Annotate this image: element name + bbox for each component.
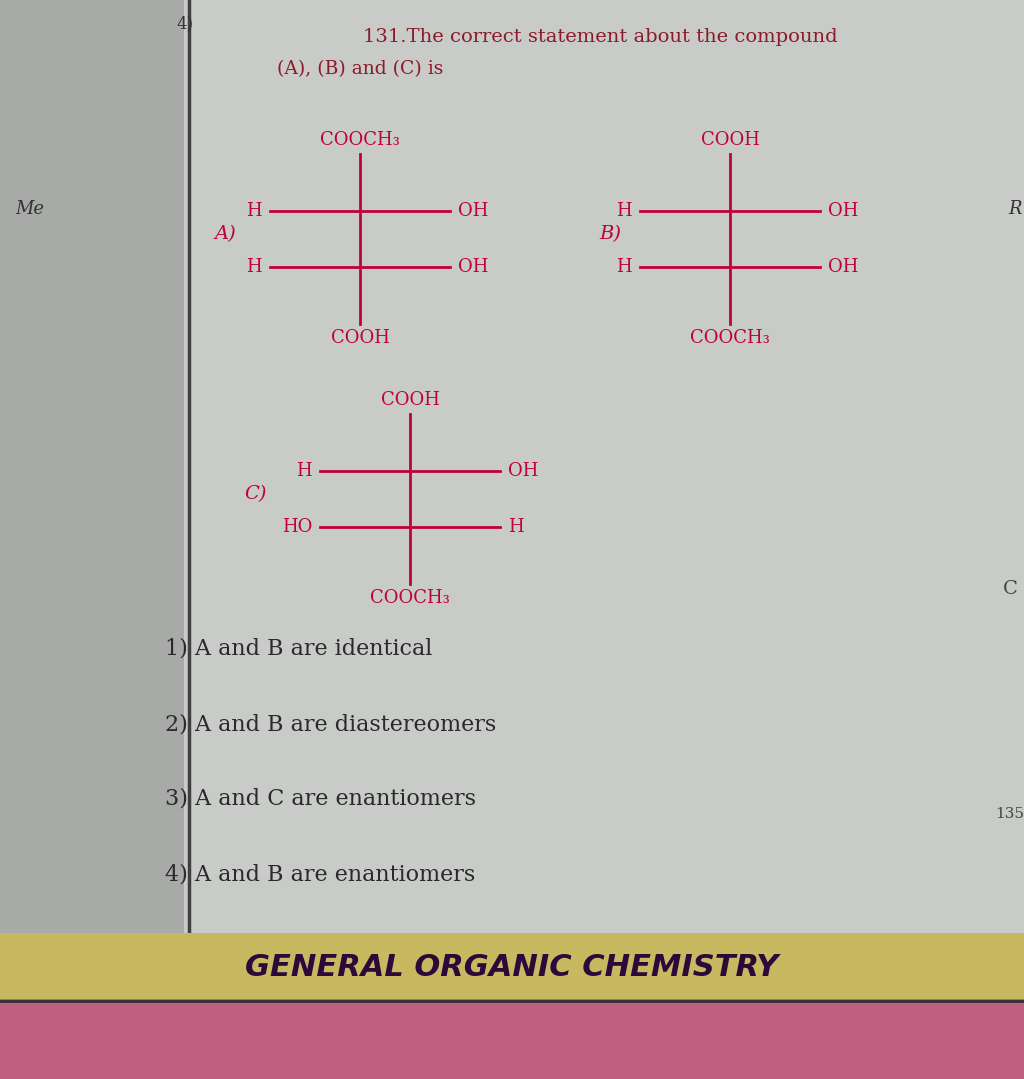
Text: OH: OH	[458, 258, 488, 276]
Text: COOH: COOH	[381, 391, 439, 409]
Text: OH: OH	[828, 258, 858, 276]
Text: H: H	[296, 462, 312, 480]
Text: 1) A and B are identical: 1) A and B are identical	[165, 638, 432, 660]
Bar	[0, 999, 1024, 1079]
Text: (A), (B) and (C) is: (A), (B) and (C) is	[276, 60, 443, 78]
Text: 4) A and B are enantiomers: 4) A and B are enantiomers	[165, 863, 475, 885]
Text: B): B)	[599, 226, 621, 243]
Bar	[0, 933, 1024, 1001]
Text: 131.The correct statement about the compound: 131.The correct statement about the comp…	[362, 28, 838, 46]
Text: C: C	[1002, 581, 1018, 598]
Text: GENERAL ORGANIC CHEMISTRY: GENERAL ORGANIC CHEMISTRY	[246, 953, 778, 982]
Text: 3) A and C are enantiomers: 3) A and C are enantiomers	[165, 788, 476, 810]
Text: H: H	[247, 258, 262, 276]
Text: COOCH₃: COOCH₃	[370, 589, 450, 607]
Text: 4): 4)	[176, 15, 194, 32]
Bar	[0, 0, 184, 1079]
Text: OH: OH	[458, 202, 488, 220]
Text: A): A)	[214, 226, 236, 243]
Text: COOH: COOH	[331, 329, 389, 347]
Text: H: H	[247, 202, 262, 220]
Text: 135: 135	[995, 807, 1024, 821]
Text: Me: Me	[15, 200, 44, 218]
Text: R: R	[1009, 200, 1022, 218]
Text: HO: HO	[282, 518, 312, 536]
Text: H: H	[616, 258, 632, 276]
Bar	[184, 0, 1024, 1079]
Text: COOH: COOH	[700, 131, 760, 149]
Text: COOCH₃: COOCH₃	[321, 131, 400, 149]
Text: H: H	[508, 518, 523, 536]
Text: 2) A and B are diastereomers: 2) A and B are diastereomers	[165, 713, 497, 735]
Text: H: H	[616, 202, 632, 220]
Text: COOCH₃: COOCH₃	[690, 329, 770, 347]
Text: OH: OH	[828, 202, 858, 220]
Text: C): C)	[244, 484, 266, 503]
Text: OH: OH	[508, 462, 539, 480]
